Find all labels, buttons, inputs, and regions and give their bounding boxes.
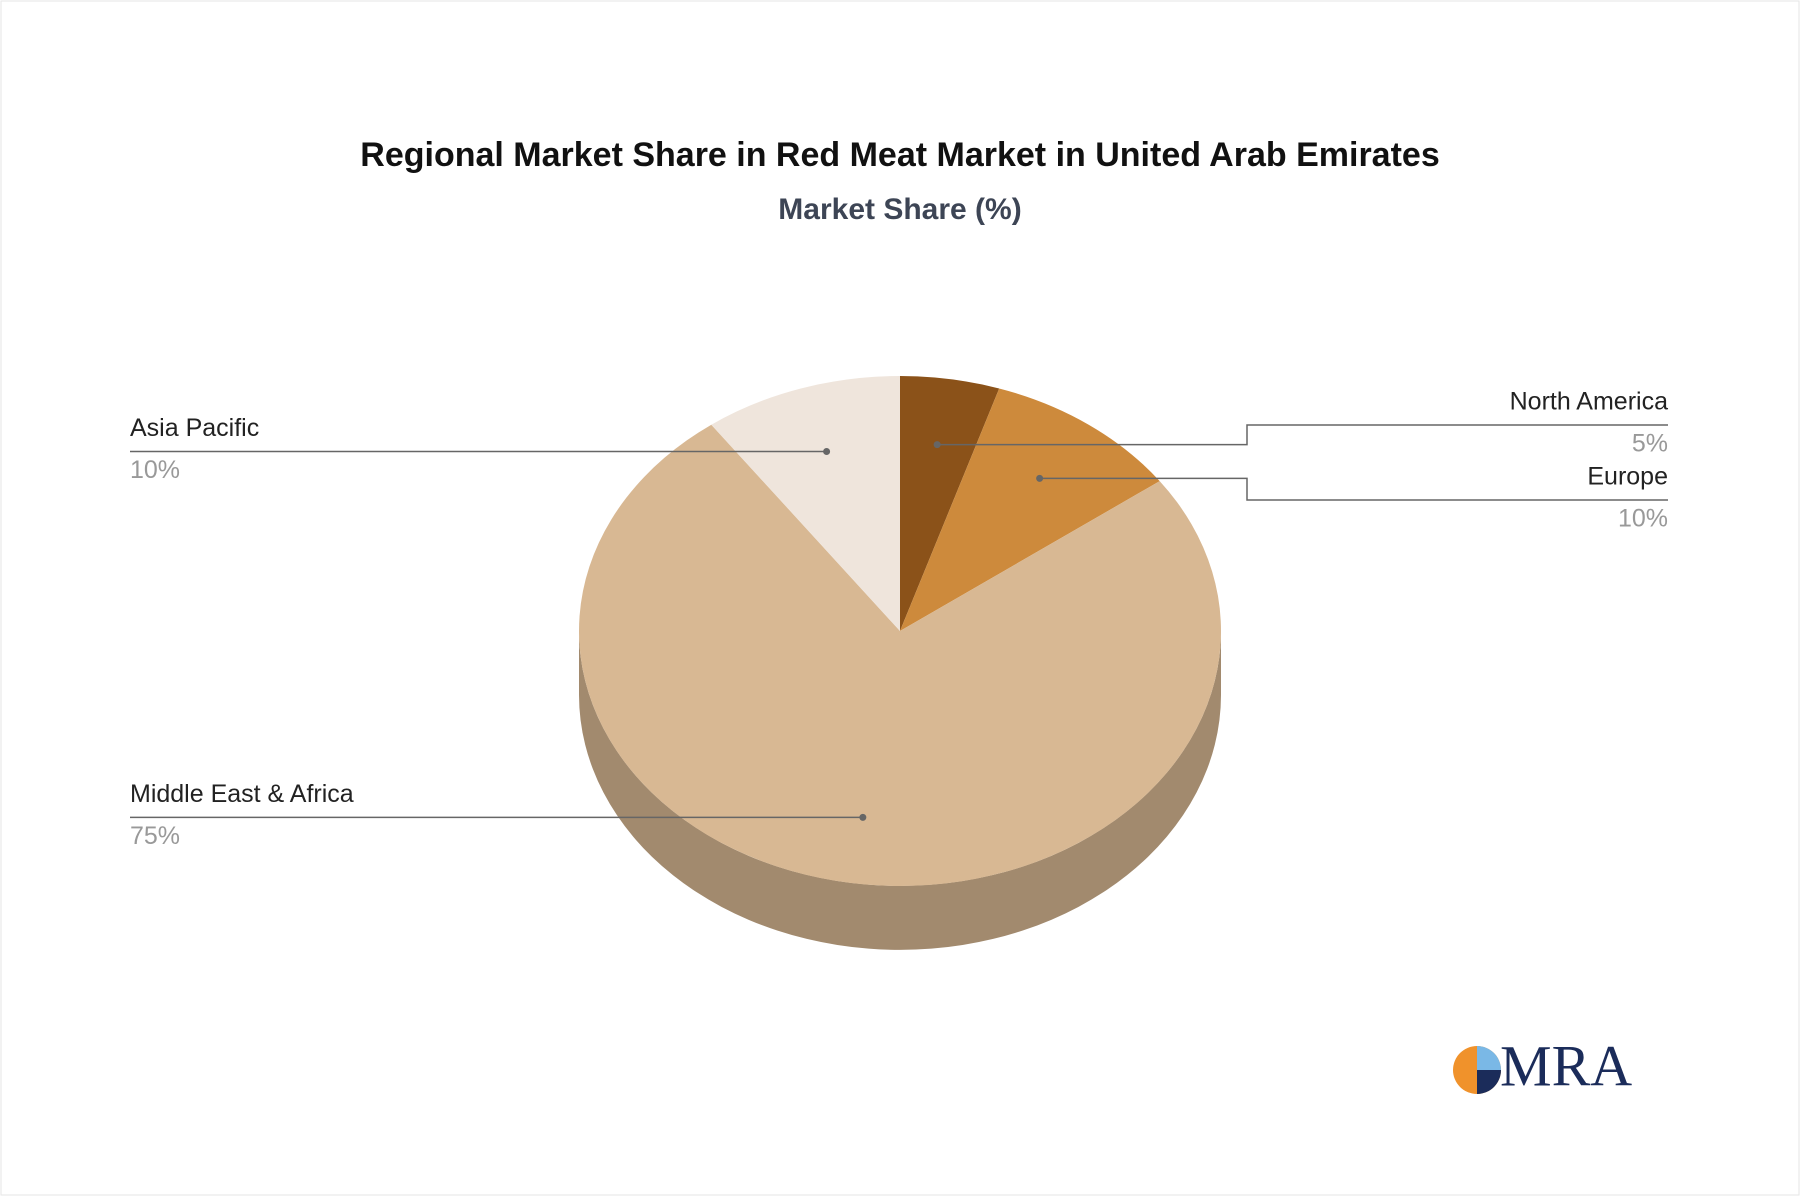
leader-line [937, 424, 1668, 446]
slice-label: Middle East & Africa [130, 780, 354, 808]
leader-dot [933, 441, 941, 449]
pie-slice [579, 424, 1221, 886]
pie-slice [900, 388, 1160, 631]
slice-value: 10% [1618, 505, 1668, 533]
logo-icon [1477, 1046, 1501, 1070]
pie-slice [900, 376, 1000, 631]
leader-dot [1036, 474, 1044, 482]
leader-line [1039, 477, 1668, 501]
slice-label: Europe [1587, 463, 1668, 491]
slice-label: North America [1510, 388, 1668, 416]
slice-label: Asia Pacific [130, 414, 259, 442]
logo: MRA [1453, 1033, 1632, 1098]
pie-side [579, 631, 1221, 950]
leader-dot [823, 448, 831, 456]
slice-value: 75% [130, 822, 180, 850]
chart-title: Regional Market Share in Red Meat Market… [360, 136, 1439, 174]
pie-slice [711, 376, 900, 631]
slice-value: 10% [130, 456, 180, 484]
logo-icon [1477, 1070, 1501, 1094]
leader-dot [859, 813, 867, 821]
chart-subtitle: Market Share (%) [778, 193, 1021, 226]
logo-text: MRA [1500, 1033, 1632, 1098]
slice-value: 5% [1632, 430, 1668, 458]
